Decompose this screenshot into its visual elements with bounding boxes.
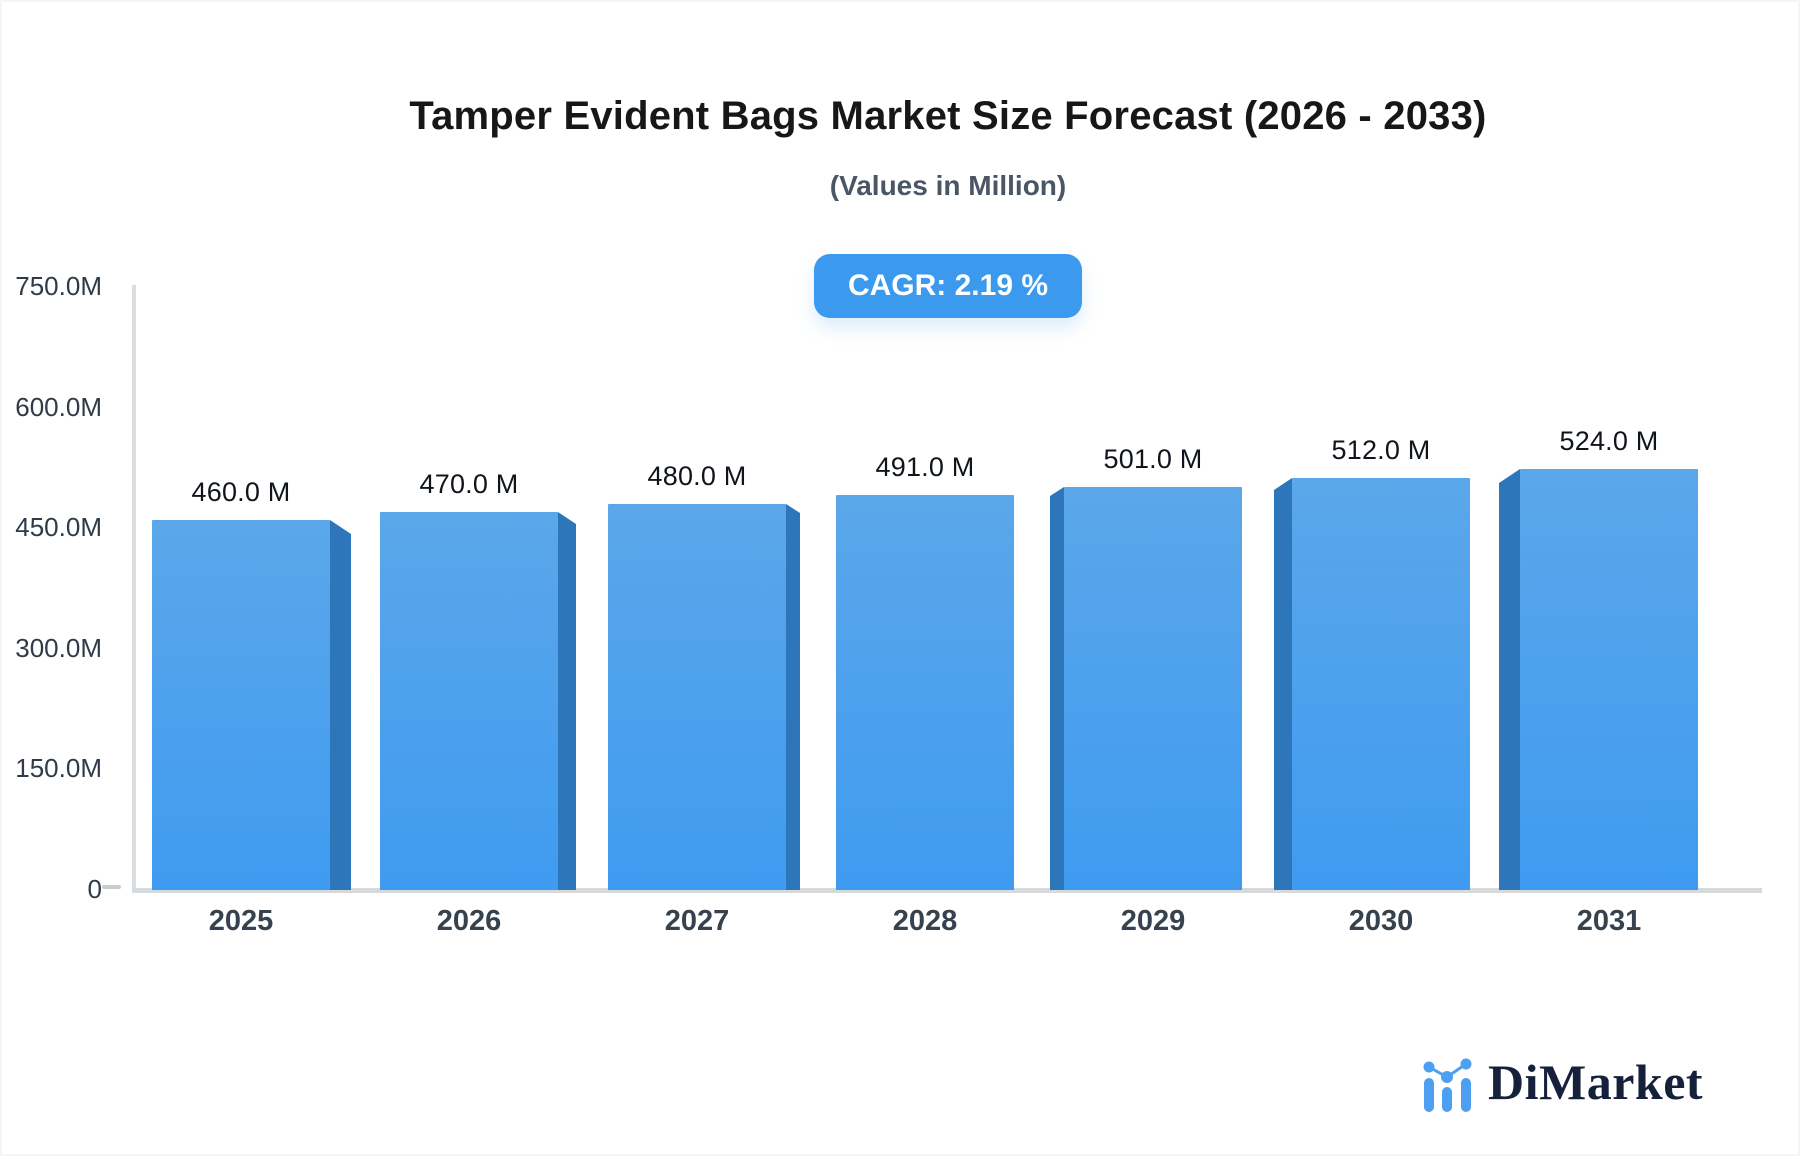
bar-value-label: 491.0 M (875, 452, 975, 482)
cagr-badge: CAGR: 2.19 % (813, 254, 1083, 318)
chart-subtitle: (Values in Million) (829, 170, 1067, 201)
bar-value-label: 460.0 M (191, 477, 291, 507)
bar-side-3d (330, 520, 351, 890)
bar-2027 (608, 504, 786, 890)
bar-2029 (1064, 487, 1242, 890)
cagr-badge-row: CAGR: 2.19 % (94, 254, 1800, 318)
chart-title: Tamper Evident Bags Market Size Forecast… (409, 94, 1487, 138)
y-axis-tick-label: 300.0M (15, 632, 102, 663)
bar-value-label: 524.0 M (1559, 426, 1659, 456)
x-axis-category-label: 2028 (892, 905, 958, 937)
y-axis-line (132, 285, 136, 890)
bar-value-label: 512.0 M (1331, 435, 1431, 465)
bar-value-label: 501.0 M (1103, 444, 1203, 474)
y-axis-tick-label: 0 (87, 874, 102, 904)
y-axis-tick-label: 750.0M (15, 271, 102, 301)
y-axis-tick-label: 600.0M (15, 391, 102, 422)
bar-side-3d (558, 512, 576, 890)
bar-value-label: 480.0 M (647, 461, 747, 491)
bar-2031 (1520, 469, 1698, 890)
bar-value-label: 470.0 M (419, 469, 519, 499)
x-axis-category-label: 2027 (664, 905, 730, 937)
y-axis-tick-label: 150.0M (15, 753, 102, 784)
bar-2026 (380, 512, 558, 890)
x-axis-line (132, 888, 1762, 893)
bar-side-3d (1274, 478, 1292, 890)
x-axis-category-label: 2031 (1576, 905, 1642, 937)
y-axis-zero-tick (102, 885, 121, 889)
x-axis-category-label: 2025 (208, 905, 274, 937)
bar-side-3d (1050, 487, 1064, 890)
x-axis-category-label: 2030 (1348, 905, 1414, 937)
bar-2030 (1292, 478, 1470, 890)
bar-side-3d (1499, 469, 1520, 890)
bar-2025 (152, 520, 330, 890)
dimarket-logo: DiMarket (1422, 1044, 1703, 1112)
bar-2028 (836, 495, 1014, 890)
dimarket-logo-icon (1423, 1058, 1472, 1112)
x-axis-category-label: 2026 (436, 905, 502, 937)
dimarket-logo-text: DiMarket (1488, 1054, 1704, 1110)
y-axis-tick-label: 450.0M (15, 512, 102, 543)
x-axis-category-label: 2029 (1120, 905, 1186, 937)
bar-side-3d (786, 504, 800, 890)
